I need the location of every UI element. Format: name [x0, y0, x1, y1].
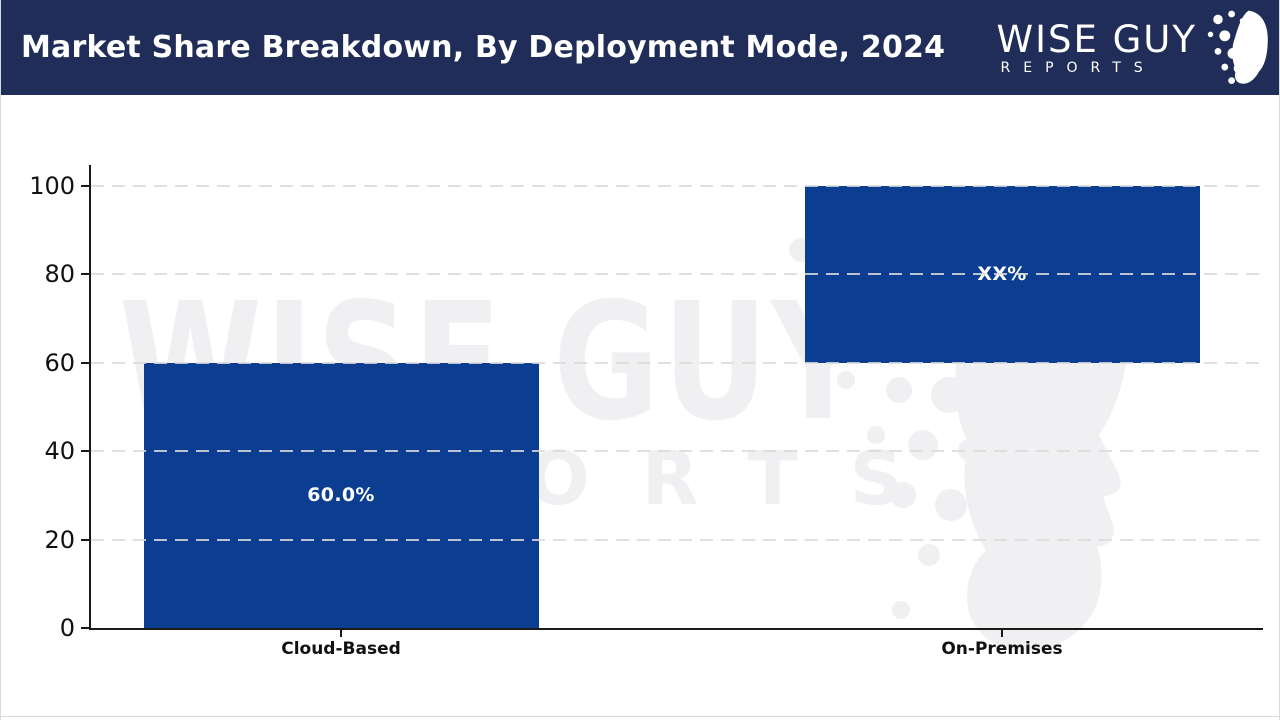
- category-label: Cloud-Based: [281, 639, 401, 659]
- y-tick-label: 0: [59, 614, 75, 642]
- y-tick-mark: [81, 273, 89, 275]
- wiseguy-face-icon: [1207, 10, 1268, 85]
- y-tick-label: 40: [44, 437, 75, 465]
- y-tick-label: 20: [44, 525, 75, 554]
- gridline: [91, 273, 1263, 275]
- x-tick-mark: [340, 630, 342, 637]
- bar-value-label: 60.0%: [307, 484, 375, 507]
- gridline: [91, 538, 1263, 541]
- y-tick-mark: [81, 361, 89, 364]
- y-tick-label: 60: [44, 348, 75, 377]
- gridline: [91, 361, 1263, 364]
- y-axis-line: [89, 165, 91, 630]
- gridline: [91, 184, 1263, 187]
- category-label: On-Premises: [941, 639, 1063, 659]
- bar-segment: 60.0%: [143, 362, 539, 628]
- y-tick-mark: [81, 184, 89, 187]
- y-tick-label: 80: [44, 260, 75, 288]
- gridline: [91, 450, 1263, 452]
- y-tick-label: 100: [29, 171, 75, 200]
- plot-area: 60.0% XX% 0 20 40 60 80 100 Cloud-Based On-Premis…: [1, 95, 1279, 720]
- logo-brand-subtitle: REPORTS: [1000, 60, 1156, 76]
- header-band: Market Share Breakdown, By Deployment Mo…: [1, 0, 1279, 95]
- x-tick-mark: [1001, 630, 1003, 637]
- y-tick-mark: [81, 538, 89, 541]
- y-tick-mark: [81, 450, 89, 452]
- chart-title: Market Share Breakdown, By Deployment Mo…: [21, 30, 946, 65]
- wiseguy-logo-text: WISE GUY REPORTS: [997, 21, 1197, 75]
- bottom-border-line: [1, 716, 1279, 717]
- y-tick-mark: [81, 627, 89, 629]
- logo-brand-name: WISE GUY: [996, 18, 1197, 61]
- x-axis-line: [89, 628, 1263, 630]
- wiseguy-logo: WISE GUY REPORTS: [997, 6, 1269, 90]
